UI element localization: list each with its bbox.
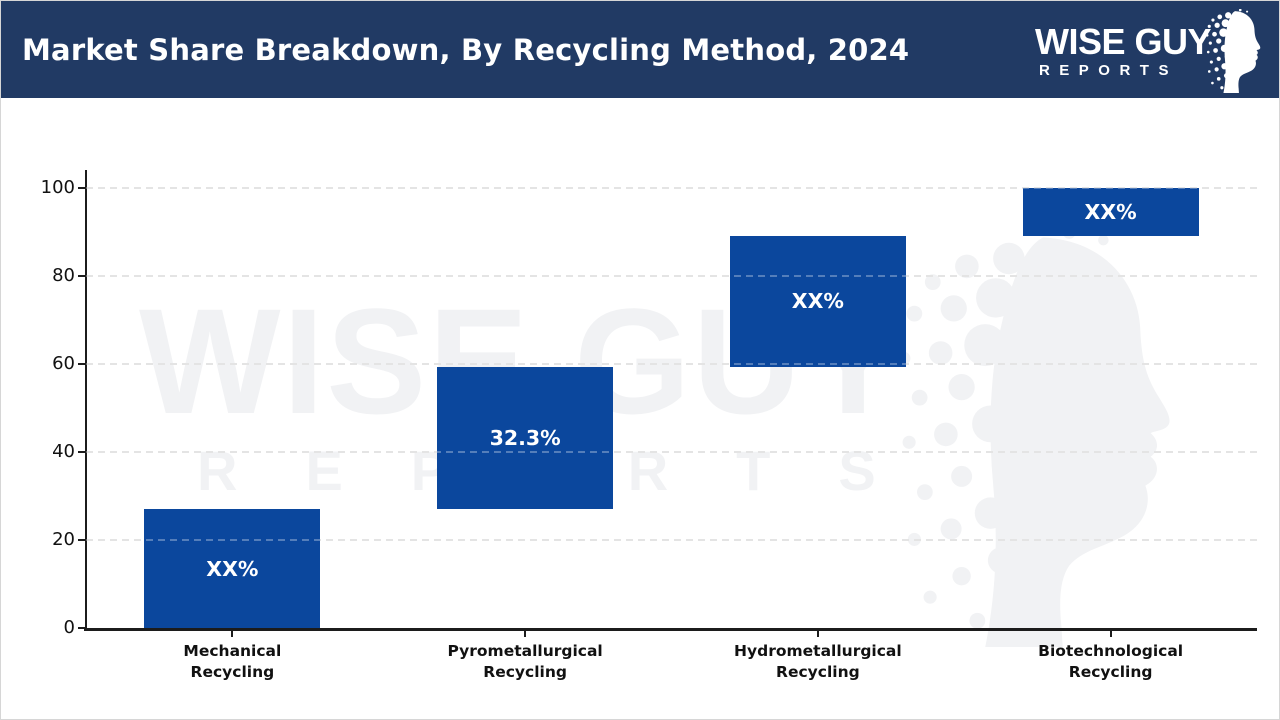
grid-line xyxy=(86,363,1257,365)
grid-line xyxy=(86,539,1257,541)
y-tick-mark xyxy=(78,627,86,629)
logo-subtitle: REPORTS xyxy=(1038,62,1178,79)
grid-line-overlay xyxy=(86,451,1257,453)
x-category-label: Biotechnological Recycling xyxy=(1038,642,1184,681)
grid-line-overlay xyxy=(86,539,1257,541)
y-tick-mark xyxy=(78,539,86,541)
x-tick-mark xyxy=(231,630,234,637)
header-bar: Market Share Breakdown, By Recycling Met… xyxy=(1,1,1279,98)
x-tick-mark xyxy=(816,630,819,637)
bar xyxy=(437,367,614,510)
bar xyxy=(144,509,321,628)
wise-guy-logo: WISE GUY REPORTS xyxy=(1035,9,1267,93)
y-tick-label: 80 xyxy=(52,265,75,286)
y-tick-label: 0 xyxy=(63,617,75,638)
grid-line xyxy=(86,275,1257,277)
x-tick-mark xyxy=(1109,630,1112,637)
y-tick-mark xyxy=(78,451,86,453)
bar-value-label: XX% xyxy=(1084,199,1137,224)
bar-value-label: XX% xyxy=(791,289,844,314)
y-axis-line xyxy=(85,170,87,630)
x-category-label: Mechanical Recycling xyxy=(183,642,282,681)
y-tick-mark xyxy=(78,275,86,277)
bar-value-label: XX% xyxy=(206,556,259,581)
x-axis-line xyxy=(84,628,1257,631)
chart-title: Market Share Breakdown, By Recycling Met… xyxy=(22,32,910,67)
bar xyxy=(729,235,906,368)
y-tick-label: 100 xyxy=(40,177,75,198)
logo-text: WISE GUY REPORTS xyxy=(1034,21,1212,79)
y-tick-label: 40 xyxy=(52,441,75,462)
x-tick-mark xyxy=(524,630,527,637)
grid-line-overlay xyxy=(86,275,1257,277)
logo-head-icon xyxy=(1205,9,1261,93)
y-tick-mark xyxy=(78,187,86,189)
y-tick-label: 60 xyxy=(52,353,75,374)
y-tick-mark xyxy=(78,363,86,365)
grid-line-overlay xyxy=(86,187,1257,189)
x-category-label: Pyrometallurgical Recycling xyxy=(447,642,603,681)
logo-wordmark: WISE GUY xyxy=(1034,21,1212,62)
grid-line xyxy=(86,451,1257,453)
x-category-label: Hydrometallurgical Recycling xyxy=(734,642,902,681)
y-tick-label: 20 xyxy=(52,529,75,550)
bar-value-label: 32.3% xyxy=(489,426,561,451)
grid-line xyxy=(86,187,1257,189)
grid-line-overlay xyxy=(86,363,1257,365)
